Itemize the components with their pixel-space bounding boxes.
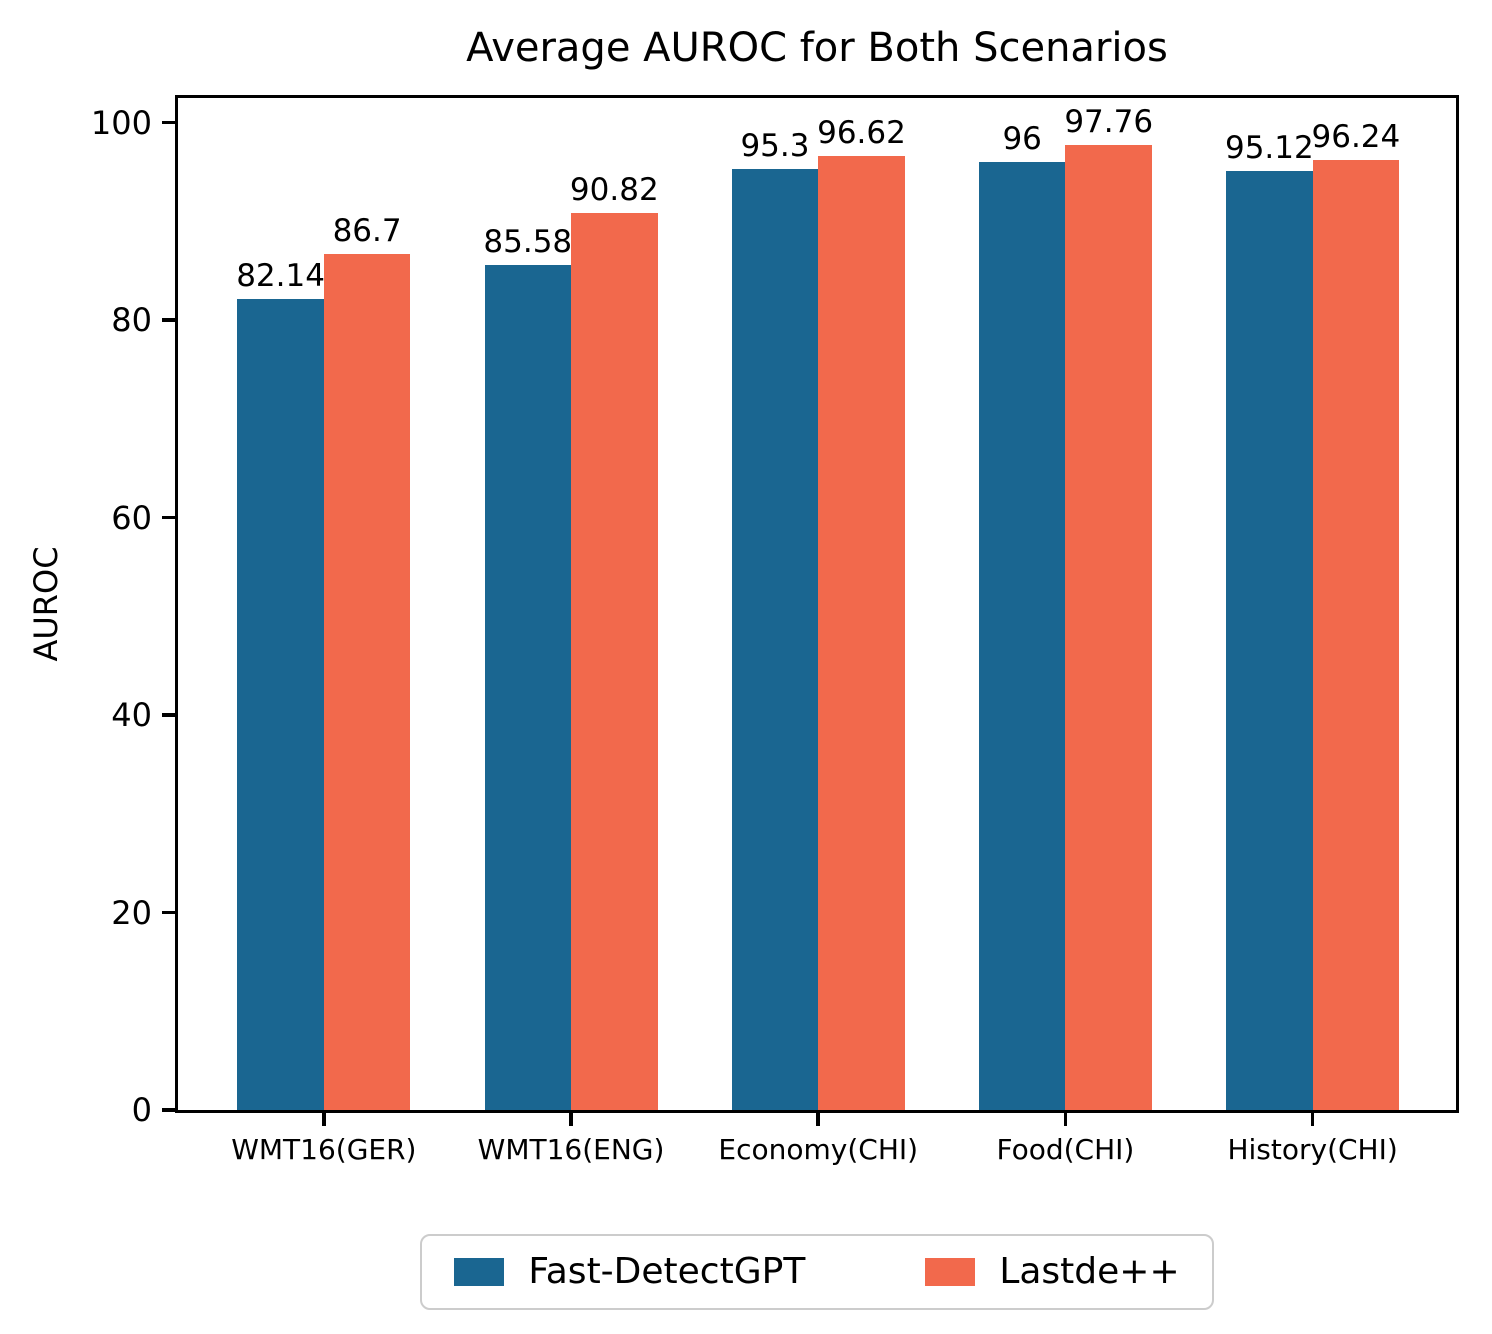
x-tick-mark <box>322 1110 326 1126</box>
bar-value-label: 85.58 <box>483 224 573 261</box>
x-tick-mark <box>569 1110 573 1126</box>
bar-value-label: 96.62 <box>817 115 906 152</box>
x-tick-mark <box>816 1110 820 1126</box>
legend-label: Lastde++ <box>999 1251 1180 1292</box>
bar-value-label: 86.7 <box>332 213 402 249</box>
legend-item: Fast-DetectGPT <box>454 1254 805 1290</box>
y-tick-mark <box>162 318 178 322</box>
bar <box>1312 159 1400 1110</box>
legend-label: Fast-DetectGPT <box>528 1251 806 1292</box>
bar <box>484 265 572 1110</box>
bar <box>1226 170 1313 1110</box>
bar <box>818 156 905 1110</box>
bar-value-label: 96.24 <box>1311 118 1401 155</box>
bar-value-label: 95.3 <box>740 128 810 165</box>
y-tick-label: 0 <box>131 1091 152 1129</box>
bar <box>731 169 819 1110</box>
y-tick-mark <box>162 515 178 520</box>
bar-value-label: 96 <box>1002 121 1042 158</box>
x-tick-label: Economy(CHI) <box>718 1133 919 1166</box>
plot-inner: 0 20 40 60 80 100 WMT16(GER) 82.14 86.7 WMT16(ENG… <box>91 98 1456 1163</box>
y-tick-label: 60 <box>111 498 152 537</box>
legend-item: Lastde++ <box>925 1251 1180 1292</box>
x-tick-label: WMT16(ENG) <box>477 1133 665 1166</box>
y-tick-mark <box>162 910 178 915</box>
legend-swatch <box>454 1258 505 1286</box>
legend: Fast-DetectGPT Lastde++ <box>420 1234 1214 1310</box>
bar <box>237 299 324 1110</box>
y-axis-label: AUROC <box>27 546 65 662</box>
y-tick-label: 20 <box>111 893 152 932</box>
y-tick-mark <box>162 713 178 717</box>
chart-title: Average AUROC for Both Scenarios <box>466 25 1168 71</box>
plot-area: 0 20 40 60 80 100 WMT16(GER) 82.14 86.7 WMT16(ENG… <box>91 95 1459 1164</box>
bar-value-label: 90.82 <box>569 172 659 209</box>
bar <box>1065 144 1152 1110</box>
x-tick-label: Food(CHI) <box>996 1133 1135 1166</box>
bar-value-label: 97.76 <box>1064 103 1154 140</box>
bar-value-label: 95.12 <box>1224 129 1314 166</box>
bar <box>571 213 658 1110</box>
y-tick-mark <box>162 1108 178 1112</box>
bar <box>978 162 1066 1110</box>
x-tick-label: WMT16(GER) <box>231 1133 417 1166</box>
bar <box>323 254 411 1110</box>
x-tick-mark <box>1063 1110 1068 1126</box>
y-tick-label: 100 <box>90 103 152 142</box>
legend-swatch <box>925 1258 976 1286</box>
y-tick-label: 80 <box>111 301 152 340</box>
x-tick-mark <box>1310 1110 1315 1126</box>
y-tick-label: 40 <box>111 696 152 735</box>
bar-value-label: 82.14 <box>236 258 325 295</box>
legend-row: Fast-DetectGPT Lastde++ <box>175 1234 1459 1310</box>
y-tick-mark <box>162 120 178 125</box>
x-tick-label: History(CHI) <box>1227 1133 1398 1166</box>
